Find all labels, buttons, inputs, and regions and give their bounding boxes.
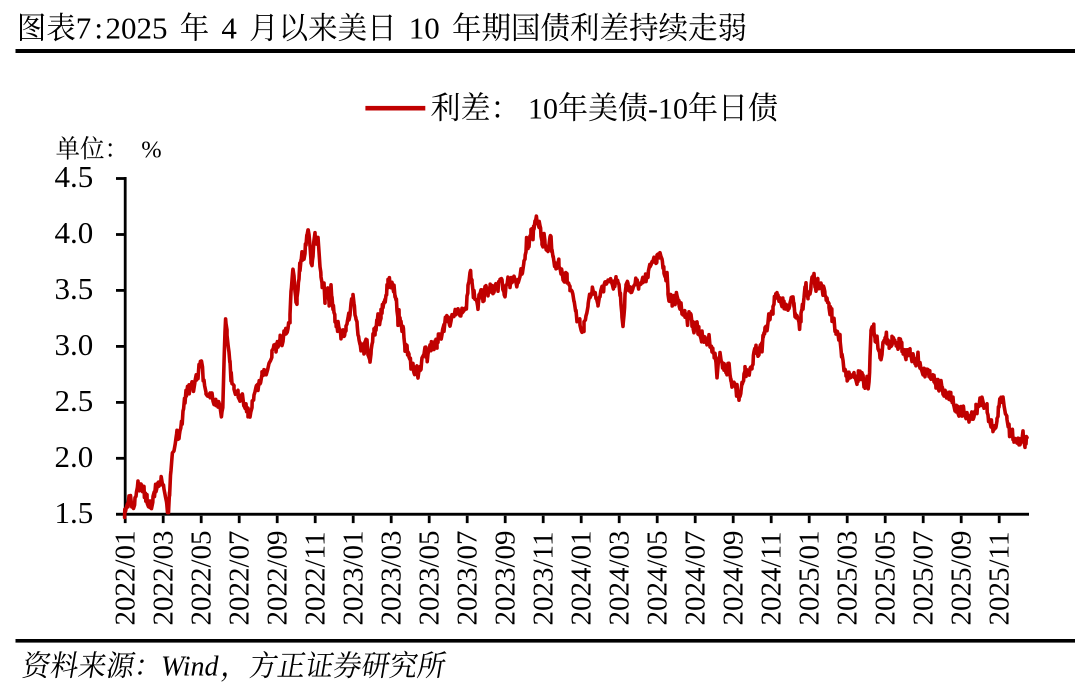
svg-text:2023/03: 2023/03	[376, 530, 408, 625]
svg-text:2025/01: 2025/01	[794, 530, 826, 625]
svg-text:%: %	[141, 136, 161, 163]
svg-text:2022/03: 2022/03	[148, 530, 180, 625]
svg-text:2025: 2025	[106, 10, 168, 45]
svg-text:2022/05: 2022/05	[186, 530, 218, 625]
svg-text:2.0: 2.0	[54, 439, 93, 474]
svg-text:2024/09: 2024/09	[718, 530, 750, 625]
svg-text:2023/01: 2023/01	[338, 530, 370, 625]
svg-text:3.5: 3.5	[54, 271, 93, 306]
svg-text:2022/01: 2022/01	[110, 530, 142, 625]
svg-text:4.0: 4.0	[54, 215, 93, 250]
svg-text:2025/07: 2025/07	[908, 530, 940, 625]
svg-text:10: 10	[409, 10, 440, 45]
svg-text:2024/03: 2024/03	[604, 530, 636, 625]
svg-text:2025/11: 2025/11	[984, 532, 1016, 626]
svg-text:2.5: 2.5	[54, 383, 93, 418]
svg-text:2024/07: 2024/07	[680, 530, 712, 625]
svg-text:4: 4	[221, 10, 237, 45]
svg-text:4.5: 4.5	[54, 159, 93, 194]
svg-text:2022/07: 2022/07	[224, 530, 256, 625]
svg-text:2023/09: 2023/09	[490, 530, 522, 625]
svg-text:Wind: Wind	[161, 652, 220, 683]
svg-text:-10: -10	[648, 92, 688, 125]
svg-text:2024/05: 2024/05	[642, 530, 674, 625]
svg-text:1.5: 1.5	[54, 495, 93, 530]
svg-text:2025/03: 2025/03	[832, 530, 864, 625]
svg-text:2025/05: 2025/05	[870, 530, 902, 625]
svg-text:3.0: 3.0	[54, 327, 93, 362]
svg-text:2022/09: 2022/09	[262, 530, 294, 625]
svg-text:2025/09: 2025/09	[946, 530, 978, 625]
svg-text:2023/11: 2023/11	[528, 532, 560, 626]
svg-text:2023/07: 2023/07	[452, 530, 484, 625]
svg-text:2024/01: 2024/01	[566, 530, 598, 625]
svg-text:2023/05: 2023/05	[414, 530, 446, 625]
svg-text:7: 7	[76, 10, 92, 45]
svg-text:2022/11: 2022/11	[300, 532, 332, 626]
svg-text::: :	[94, 10, 103, 45]
svg-text:2024/11: 2024/11	[756, 532, 788, 626]
svg-text:10: 10	[528, 92, 558, 125]
